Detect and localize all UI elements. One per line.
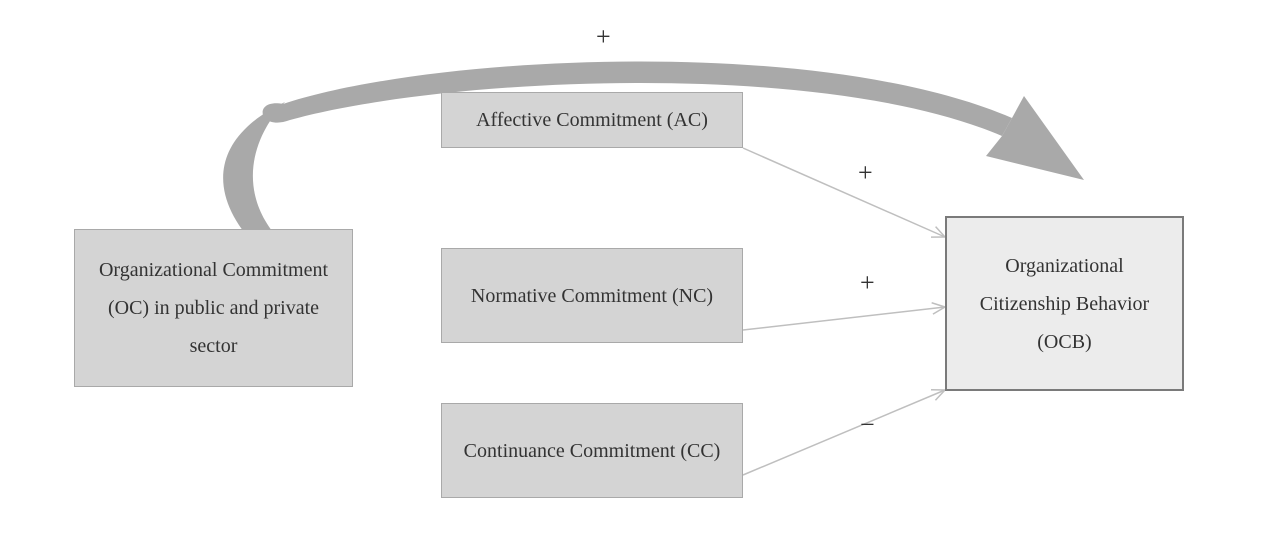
node-ac-label: Affective Commitment (AC): [476, 101, 708, 139]
edge-nc-to-ocb: [743, 303, 945, 330]
node-oc: Organizational Commitment (OC) in public…: [74, 229, 353, 387]
node-cc: Continuance Commitment (CC): [441, 403, 743, 498]
node-oc-label: Organizational Commitment (OC) in public…: [91, 251, 336, 365]
node-nc-label: Normative Commitment (NC): [471, 277, 713, 315]
node-ac: Affective Commitment (AC): [441, 92, 743, 148]
node-cc-label: Continuance Commitment (CC): [464, 432, 721, 470]
sign-ac-plus: +: [858, 158, 873, 188]
edge-ac-to-ocb: [743, 148, 945, 237]
sign-cc-minus: −: [860, 410, 875, 440]
node-ocb-label: Organizational Citizenship Behavior (OCB…: [963, 247, 1166, 361]
sign-nc-plus: +: [860, 268, 875, 298]
sign-top-plus: +: [596, 22, 611, 52]
edge-cc-to-ocb: [743, 390, 945, 475]
node-ocb: Organizational Citizenship Behavior (OCB…: [945, 216, 1184, 391]
diagram-canvas: Organizational Commitment (OC) in public…: [0, 0, 1280, 538]
node-nc: Normative Commitment (NC): [441, 248, 743, 343]
